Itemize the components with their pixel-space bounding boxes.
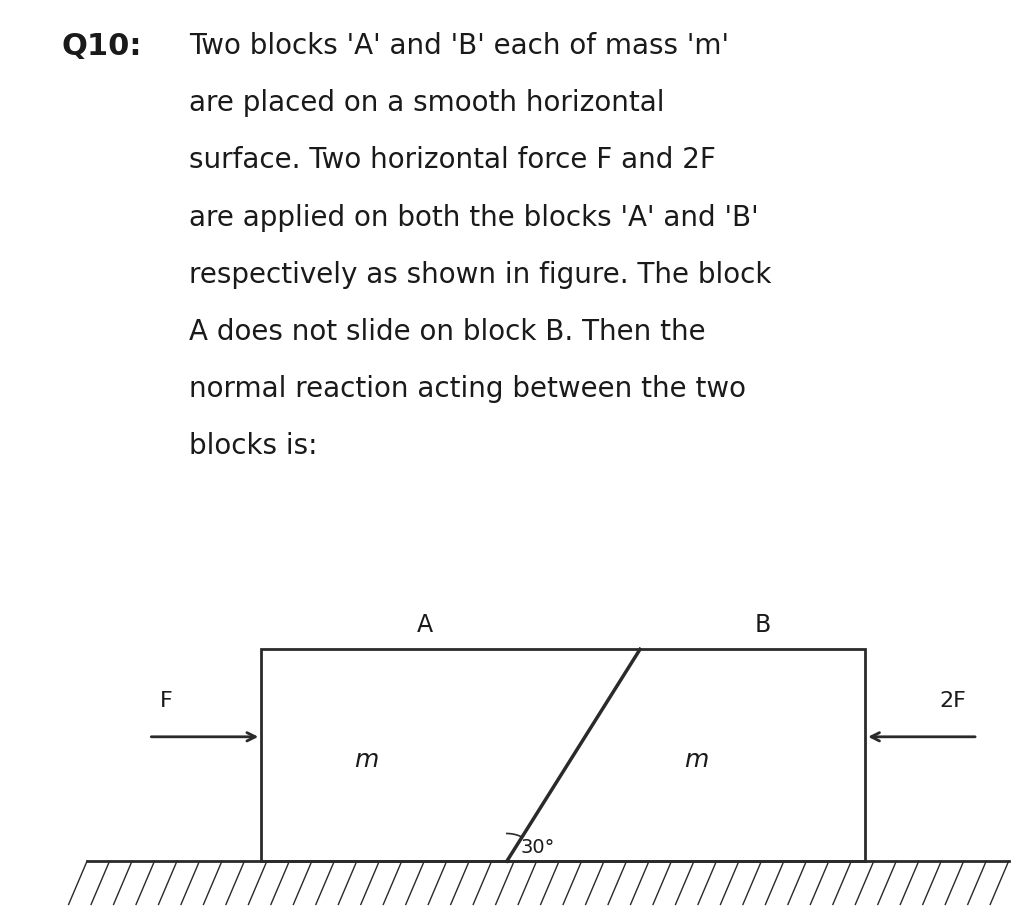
Text: F: F [160, 691, 172, 711]
Text: A: A [417, 613, 433, 637]
Text: blocks is:: blocks is: [189, 432, 317, 460]
Text: are placed on a smooth horizontal: are placed on a smooth horizontal [189, 89, 665, 117]
FancyBboxPatch shape [261, 649, 865, 861]
Text: normal reaction acting between the two: normal reaction acting between the two [189, 375, 746, 402]
Text: m: m [684, 748, 709, 772]
Text: surface. Two horizontal force F and 2F: surface. Two horizontal force F and 2F [189, 146, 717, 174]
Text: B: B [755, 613, 771, 637]
Text: 30°: 30° [520, 837, 555, 857]
Text: Two blocks 'A' and 'B' each of mass 'm': Two blocks 'A' and 'B' each of mass 'm' [189, 32, 729, 60]
Text: m: m [354, 748, 379, 772]
Text: A does not slide on block B. Then the: A does not slide on block B. Then the [189, 318, 707, 345]
Text: respectively as shown in figure. The block: respectively as shown in figure. The blo… [189, 261, 772, 288]
Text: are applied on both the blocks 'A' and 'B': are applied on both the blocks 'A' and '… [189, 204, 759, 231]
Text: Q10:: Q10: [61, 32, 142, 61]
Text: 2F: 2F [939, 691, 966, 711]
